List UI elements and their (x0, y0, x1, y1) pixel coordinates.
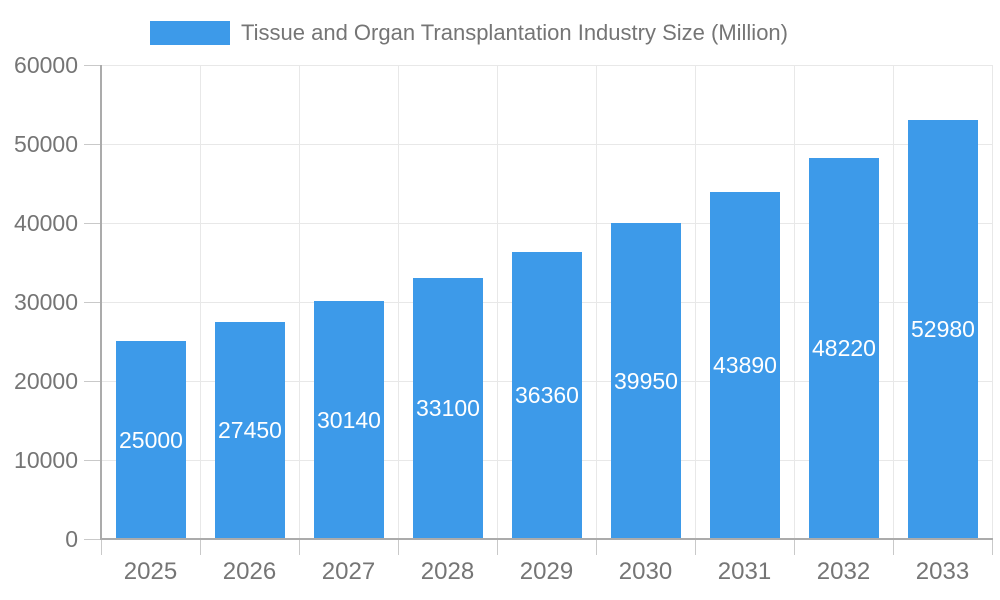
x-gridline (695, 65, 696, 539)
y-axis-label: 10000 (14, 447, 78, 473)
y-axis-label: 0 (65, 526, 78, 552)
bar-2031[interactable]: 43890 (710, 192, 780, 539)
x-tick (893, 539, 894, 555)
x-axis-label-2029: 2029 (519, 558, 574, 585)
y-tick-10000 (84, 460, 101, 461)
legend-item[interactable]: Tissue and Organ Transplantation Industr… (150, 20, 788, 46)
y-axis-label: 40000 (14, 210, 78, 236)
x-tick (299, 539, 300, 555)
x-gridline (596, 65, 597, 539)
x-tick (497, 539, 498, 555)
y-tick-0 (84, 539, 101, 540)
y-tick-40000 (84, 223, 101, 224)
bar-value-label: 27450 (218, 417, 282, 443)
x-axis-label-2026: 2026 (222, 558, 277, 585)
bar-value-label: 30140 (317, 406, 381, 433)
bar-value-label: 43890 (713, 352, 777, 378)
x-tick (695, 539, 696, 555)
y-tick-60000 (84, 65, 101, 66)
y-axis-label: 30000 (14, 289, 78, 315)
bar-value-label: 52980 (911, 316, 975, 342)
y-gridline-60000 (101, 65, 992, 66)
bar-2033[interactable]: 52980 (908, 120, 978, 539)
x-gridline (200, 65, 201, 539)
x-axis-label-2031: 2031 (717, 558, 772, 585)
bar-2032[interactable]: 48220 (809, 158, 879, 539)
x-tick (794, 539, 795, 555)
bar-2027[interactable]: 30140 (314, 301, 384, 539)
x-tick (101, 539, 102, 555)
bar-2028[interactable]: 33100 (413, 278, 483, 539)
x-gridline (893, 65, 894, 539)
bar-value-label: 33100 (416, 395, 480, 421)
legend-swatch (150, 21, 230, 45)
x-gridline (992, 65, 993, 539)
x-axis-label-2033: 2033 (915, 558, 970, 585)
bar-value-label: 48220 (812, 335, 876, 361)
x-tick (200, 539, 201, 555)
bar-value-label: 39950 (614, 367, 678, 394)
y-axis-label: 60000 (14, 52, 78, 78)
y-gridline-40000 (101, 223, 992, 224)
x-tick (596, 539, 597, 555)
x-gridline (794, 65, 795, 539)
x-axis-label-2027: 2027 (321, 558, 376, 585)
x-axis-label-2028: 2028 (420, 558, 475, 585)
x-tick (398, 539, 399, 555)
y-tick-50000 (84, 144, 101, 145)
bar-value-label: 36360 (515, 382, 579, 408)
bar-2026[interactable]: 27450 (215, 322, 285, 539)
x-tick (992, 539, 993, 555)
bar-2025[interactable]: 25000 (116, 341, 186, 539)
y-tick-30000 (84, 302, 101, 303)
legend-label: Tissue and Organ Transplantation Industr… (241, 20, 788, 45)
y-axis-label: 20000 (14, 368, 78, 394)
x-gridline (398, 65, 399, 539)
y-axis-label: 50000 (14, 131, 78, 157)
x-gridline (299, 65, 300, 539)
x-axis-label-2032: 2032 (816, 558, 871, 585)
x-axis-label-2025: 2025 (123, 558, 178, 585)
y-axis-line (100, 65, 102, 539)
bar-2030[interactable]: 39950 (611, 223, 681, 539)
x-gridline (497, 65, 498, 539)
bar-value-label: 25000 (119, 426, 183, 453)
x-axis-label-2030: 2030 (618, 558, 673, 585)
y-gridline-50000 (101, 144, 992, 145)
y-tick-20000 (84, 381, 101, 382)
bar-2029[interactable]: 36360 (512, 252, 582, 539)
x-axis-line (100, 538, 993, 540)
